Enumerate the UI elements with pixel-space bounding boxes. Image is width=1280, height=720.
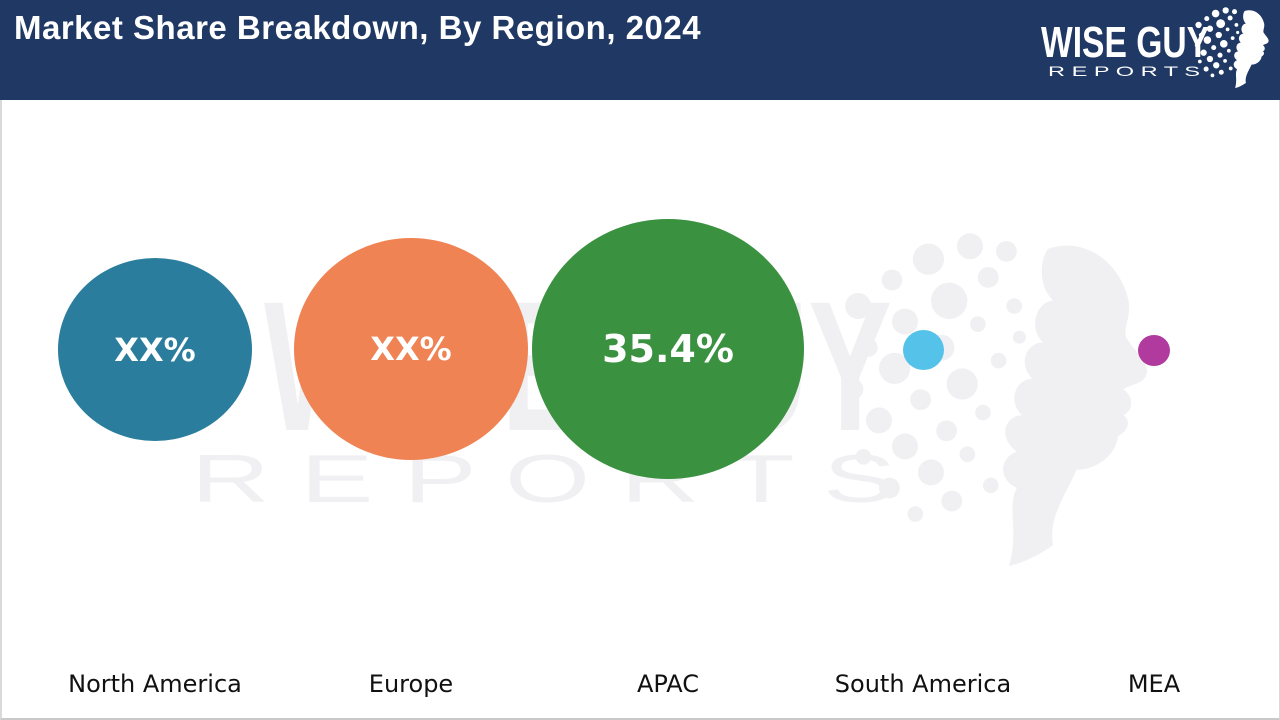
bubble-chart: WISE GUY R E P O R T S XX% XX% 35.4% Nor… (0, 100, 1280, 720)
header: Market Share Breakdown, By Region, 2024 … (0, 0, 1280, 100)
bubble-apac: 35.4% (532, 219, 804, 479)
bubble-value-europe: XX% (370, 330, 452, 368)
bubble-south-america (903, 330, 944, 370)
watermark-tagline-text: R E P O R T S (191, 441, 896, 517)
bubble-mea (1138, 335, 1170, 366)
logo-name-text: WISE GUY (1041, 18, 1209, 67)
bubble-value-apac: 35.4% (602, 327, 734, 371)
category-label-mea: MEA (1127, 670, 1181, 698)
bubble-north-america: XX% (58, 258, 252, 441)
category-label-south-america: South America (834, 670, 1012, 698)
logo-tagline-text: R E P O R T S (1048, 63, 1200, 79)
wiseguy-logo: WISE GUY R E P O R T S (1041, 7, 1269, 88)
bubble-value-north-america: XX% (114, 330, 196, 369)
category-label-north-america: North America (68, 670, 242, 698)
category-label-apac: APAC (636, 670, 700, 698)
bubble-europe: XX% (294, 238, 528, 460)
page-title: Market Share Breakdown, By Region, 2024 (14, 9, 702, 46)
category-label-europe: Europe (368, 670, 454, 698)
